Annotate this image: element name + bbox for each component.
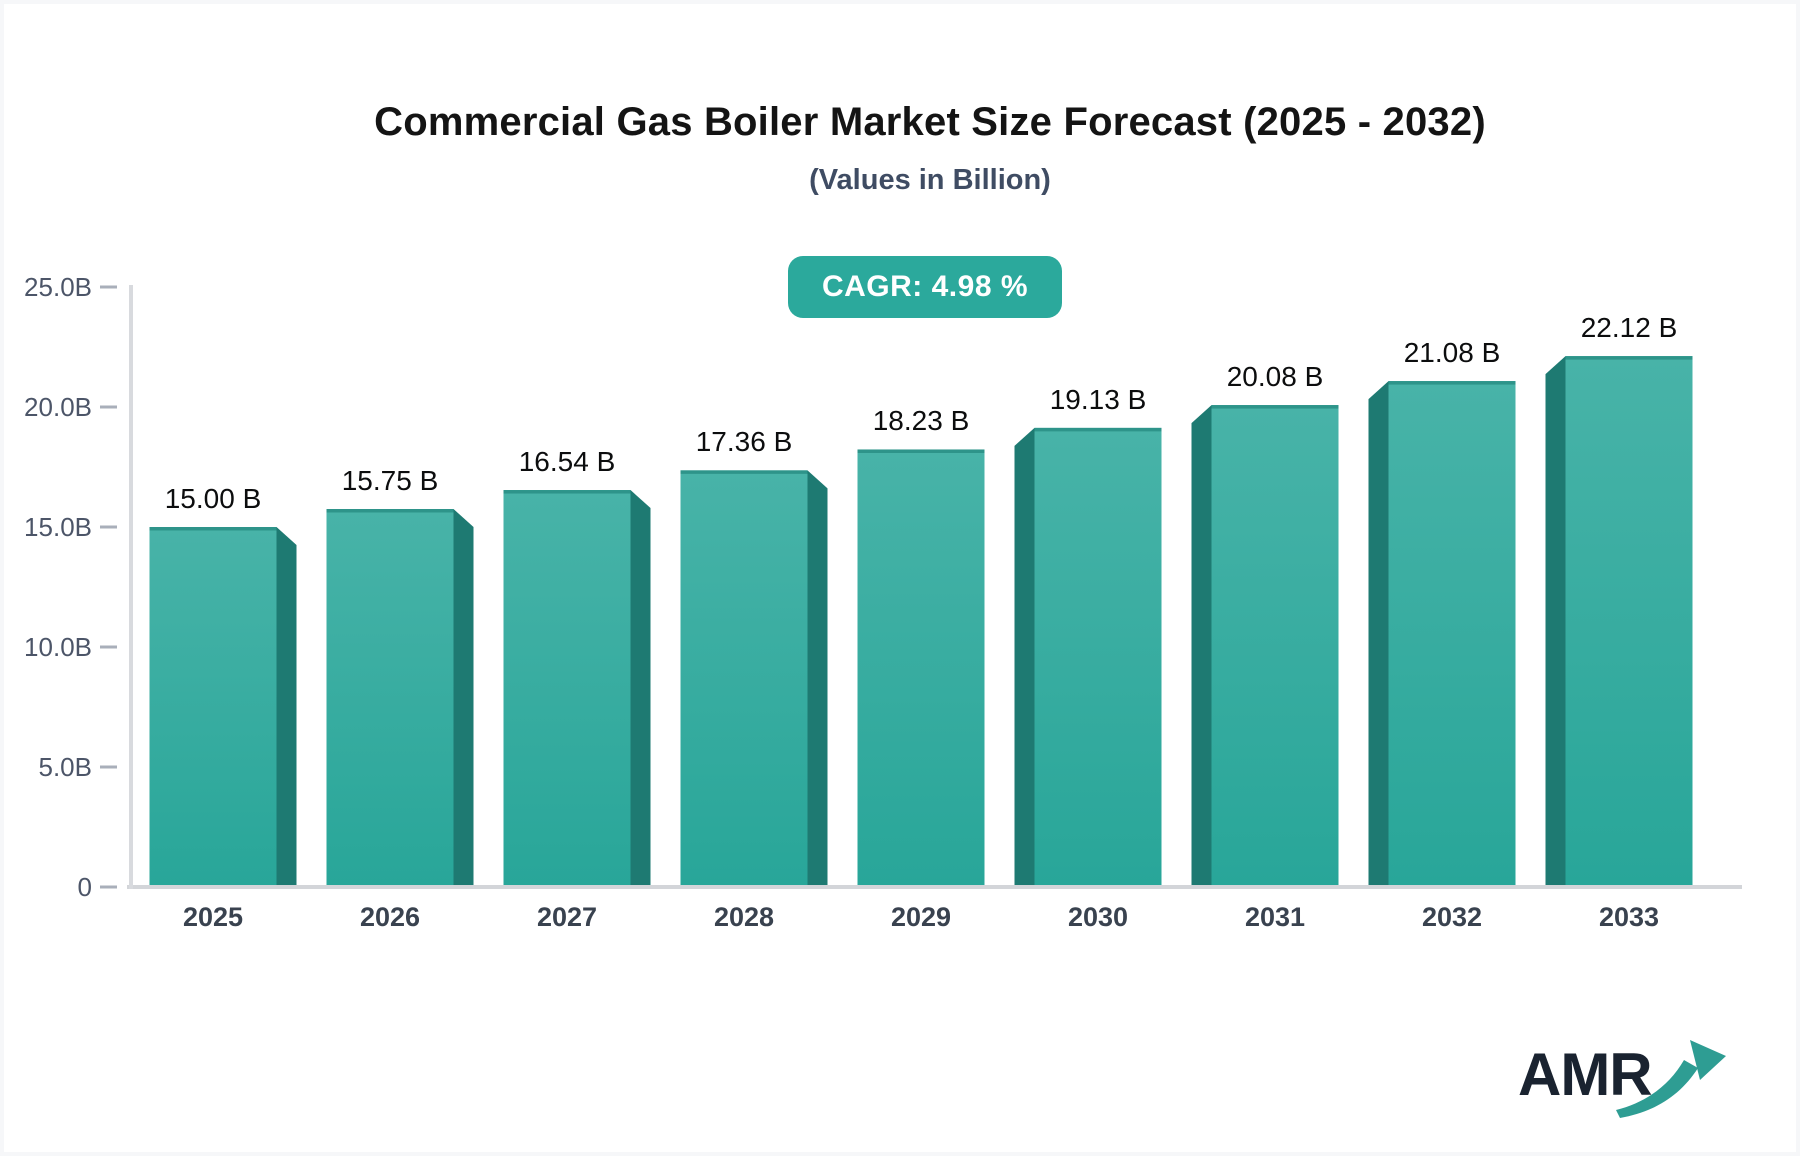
bar-value-label-2032: 21.08 B: [1403, 337, 1501, 369]
y-axis-label: 5.0B: [38, 752, 93, 782]
bar-value-label-2029: 18.23 B: [872, 405, 970, 437]
bar-value-label-2030: 19.13 B: [1049, 383, 1147, 415]
bar-top-edge-2028: [680, 470, 808, 474]
bar-side-2026: [453, 509, 474, 887]
bar-side-2030: [1014, 427, 1035, 887]
y-tick-mark: [100, 525, 117, 529]
x-axis-label-2030: 2030: [1067, 902, 1129, 932]
y-axis-label: 20.0B: [24, 392, 92, 422]
page-subtitle: (Values in Billion): [809, 164, 1051, 196]
y-axis-label: 10.0B: [24, 632, 92, 662]
bar-2026: [326, 509, 454, 887]
bar-value-label-2031: 20.08 B: [1226, 361, 1324, 393]
bar-2028: [680, 470, 808, 887]
bar-value-label-2025: 15.00 B: [164, 483, 262, 514]
bar-top-edge-2033: [1565, 356, 1693, 360]
amr-logo: AMR: [1518, 1032, 1778, 1128]
bar-value-label-2033: 22.12 B: [1580, 312, 1678, 344]
bar-value-label-2027: 16.54 B: [518, 446, 616, 478]
bar-2032: [1388, 381, 1516, 887]
x-axis-label-2027: 2027: [536, 902, 598, 932]
logo-arrow-icon: [1616, 1040, 1726, 1118]
bar-2029: [857, 449, 985, 887]
bar-2033: [1565, 356, 1693, 887]
y-axis-label: 25.0B: [24, 272, 92, 302]
y-tick-mark: [100, 885, 117, 889]
bar-side-2031: [1191, 405, 1212, 887]
bar-top-edge-2026: [326, 509, 454, 513]
bar-side-2032: [1368, 381, 1389, 887]
bar-top-edge-2031: [1211, 405, 1339, 409]
bar-top-edge-2030: [1034, 427, 1162, 432]
bar-side-2025: [276, 527, 297, 887]
bar-top-edge-2029: [857, 449, 985, 453]
cagr-badge: CAGR: 4.98 %: [788, 256, 1062, 318]
bar-top-edge-2025: [149, 527, 277, 531]
amr-logo-text: AMR: [1518, 1041, 1653, 1108]
y-axis-line: [129, 285, 133, 889]
y-tick-mark: [100, 285, 117, 289]
y-tick-mark: [100, 405, 117, 409]
x-axis-label-2033: 2033: [1598, 902, 1660, 932]
y-axis-label: 15.0B: [24, 512, 92, 542]
bar-side-2028: [807, 470, 828, 887]
bar-value-label-2026: 15.75 B: [341, 465, 439, 496]
x-axis-label-2028: 2028: [713, 902, 775, 932]
x-axis-label-2031: 2031: [1244, 902, 1306, 932]
bar-value-label-2028: 17.36 B: [695, 426, 793, 458]
y-axis-label: 0: [77, 872, 92, 902]
bar-side-2033: [1545, 356, 1566, 887]
bar-2027: [503, 490, 631, 887]
bar-2030: [1034, 427, 1162, 887]
bar-side-2027: [630, 490, 651, 887]
y-tick-mark: [100, 645, 117, 649]
x-axis-line: [127, 885, 1742, 889]
x-axis-label-2029: 2029: [890, 902, 952, 932]
bar-2031: [1211, 405, 1339, 887]
y-tick-mark: [100, 765, 117, 769]
bar-top-edge-2032: [1388, 381, 1516, 385]
x-axis-label-2032: 2032: [1421, 902, 1483, 932]
page-title: Commercial Gas Boiler Market Size Foreca…: [374, 100, 1486, 144]
x-axis-label-2025: 2025: [182, 902, 244, 932]
x-axis-label-2026: 2026: [359, 902, 421, 932]
bar-top-edge-2027: [503, 490, 631, 494]
bar-2025: [149, 527, 277, 887]
